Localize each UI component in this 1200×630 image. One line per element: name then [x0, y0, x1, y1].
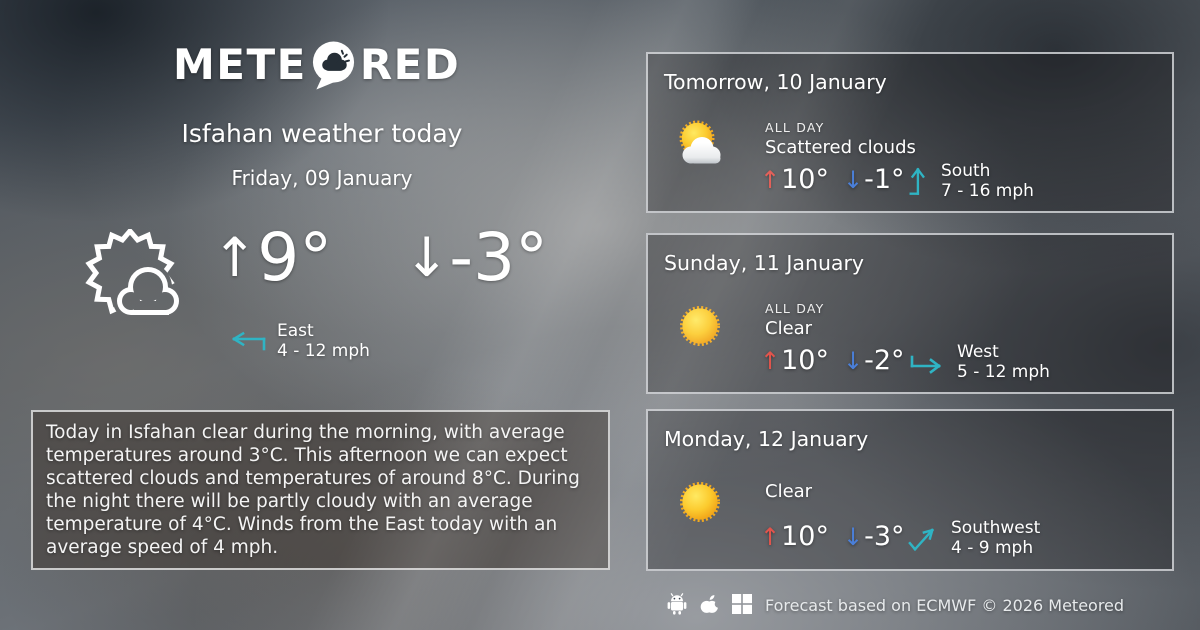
forecast-wind-direction: Southwest	[951, 518, 1041, 538]
forecast-wind-speed: 5 - 12 mph	[957, 361, 1050, 382]
today-wind: East 4 - 12 mph	[228, 321, 370, 361]
up-arrow-icon: ↑	[760, 347, 781, 375]
forecast-low: -1°	[864, 164, 905, 195]
forecast-wind: South 7 - 16 mph	[908, 161, 1034, 201]
forecast-wind-direction: West	[957, 342, 999, 362]
logo-text-prefix: METE	[173, 40, 307, 89]
today-high-value: 9°	[257, 219, 333, 296]
forecast-temps: ↑ 10° ↓ -2°	[760, 345, 905, 376]
cloud-speech-bubble-icon	[312, 41, 354, 90]
apple-icon[interactable]	[700, 593, 719, 615]
wind-east-icon	[232, 331, 266, 351]
page-title: Isfahan weather today	[181, 119, 463, 148]
forecast-low: -2°	[864, 345, 905, 376]
meteored-logo[interactable]: METE RED	[173, 40, 460, 90]
down-arrow-icon: ↓	[842, 523, 864, 551]
today-low-temp: ↓ -3°	[404, 222, 548, 294]
forecast-card-sunday[interactable]: Sunday, 11 January ALL DAY Clear ↑ 10° ↓…	[646, 233, 1174, 394]
clear-sun-icon	[680, 482, 720, 522]
up-arrow-icon: ↑	[212, 226, 258, 289]
down-arrow-icon: ↓	[404, 226, 450, 289]
today-wind-direction: East	[277, 321, 314, 341]
scattered-clouds-icon	[679, 120, 721, 164]
android-icon[interactable]	[667, 593, 687, 615]
up-arrow-icon: ↑	[760, 166, 781, 194]
wind-southwest-icon	[908, 527, 934, 551]
today-low-value: -3°	[449, 219, 549, 296]
up-arrow-icon: ↑	[760, 523, 781, 551]
forecast-card-monday[interactable]: Monday, 12 January Clear ↑ 10° ↓ -3° Sou…	[646, 409, 1174, 571]
forecast-day: Sunday, 11 January	[664, 251, 865, 275]
wind-west-icon	[910, 355, 941, 374]
forecast-temps: ↑ 10° ↓ -3°	[760, 521, 905, 552]
forecast-high: 10°	[781, 521, 829, 552]
forecast-condition: Scattered clouds	[765, 137, 916, 158]
forecast-high: 10°	[781, 345, 829, 376]
forecast-day: Tomorrow, 10 January	[664, 70, 887, 94]
app-store-icons	[667, 593, 752, 615]
sun-behind-cloud-icon	[84, 227, 190, 329]
forecast-high: 10°	[781, 164, 829, 195]
forecast-card-tomorrow[interactable]: Tomorrow, 10 January ALL DAY Scattered c…	[646, 52, 1174, 213]
forecast-wind-speed: 4 - 9 mph	[951, 537, 1034, 558]
today-high-temp: ↑ 9°	[212, 222, 332, 294]
forecast-condition: Clear	[765, 318, 813, 339]
forecast-period: ALL DAY	[765, 120, 825, 135]
wind-south-icon	[909, 167, 925, 195]
forecast-wind: West 5 - 12 mph	[908, 342, 1050, 382]
weather-summary: Today in Isfahan clear during the mornin…	[31, 410, 610, 570]
forecast-temps: ↑ 10° ↓ -1°	[760, 164, 905, 195]
forecast-wind-direction: South	[941, 161, 991, 181]
current-date: Friday, 09 January	[231, 166, 413, 190]
down-arrow-icon: ↓	[842, 347, 864, 375]
forecast-period: ALL DAY	[765, 301, 825, 316]
forecast-wind-speed: 7 - 16 mph	[941, 180, 1034, 201]
forecast-day: Monday, 12 January	[664, 427, 869, 451]
windows-icon[interactable]	[732, 594, 752, 614]
today-wind-speed: 4 - 12 mph	[277, 340, 370, 361]
down-arrow-icon: ↓	[842, 166, 864, 194]
clear-sun-icon	[680, 306, 720, 346]
forecast-low: -3°	[864, 521, 905, 552]
forecast-condition: Clear	[765, 481, 813, 502]
forecast-attribution: Forecast based on ECMWF © 2026 Meteored	[765, 596, 1125, 615]
logo-text-suffix: RED	[359, 40, 461, 89]
forecast-wind: Southwest 4 - 9 mph	[908, 518, 1041, 558]
